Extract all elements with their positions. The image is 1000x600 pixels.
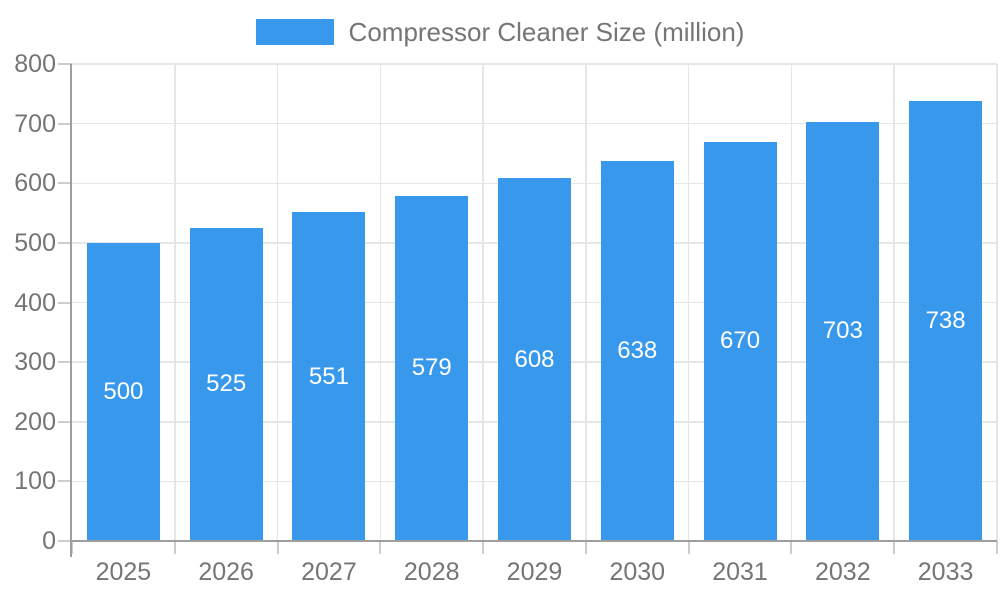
x-axis-tick (276, 541, 279, 554)
y-axis-label: 800 (14, 50, 56, 78)
bar-2027[interactable] (292, 212, 366, 541)
bar-value-label: 638 (617, 336, 658, 364)
y-gridline (72, 122, 997, 125)
x-gridline (893, 64, 895, 541)
x-axis-label: 2025 (95, 558, 152, 586)
x-axis-label: 2033 (917, 558, 974, 586)
y-axis-tick (58, 122, 72, 125)
x-gridline (790, 64, 793, 541)
y-axis-label: 500 (14, 228, 56, 257)
y-axis-label: 200 (14, 407, 56, 436)
bar-value-label: 738 (925, 306, 966, 334)
bar-2025[interactable] (86, 242, 160, 541)
bar-value-label: 500 (103, 377, 144, 405)
legend-item[interactable]: Compressor Cleaner Size (million) (255, 17, 745, 47)
y-axis-label: 400 (14, 288, 56, 317)
y-axis-label: 700 (14, 109, 56, 138)
bar-value-label: 579 (411, 354, 452, 382)
y-axis-tick (58, 361, 72, 364)
y-axis-tick (58, 182, 72, 185)
bar-2030[interactable] (600, 160, 674, 541)
x-gridline (996, 64, 998, 541)
x-gridline (174, 64, 176, 541)
x-axis-tick (482, 541, 485, 554)
x-gridline (585, 64, 587, 541)
x-gridline (379, 64, 382, 541)
y-axis-label: 300 (14, 348, 56, 377)
bar-2031[interactable] (703, 141, 777, 541)
x-axis-tick (687, 541, 690, 554)
bar-2026[interactable] (189, 227, 263, 541)
x-axis-label: 2027 (301, 558, 357, 586)
y-axis-tick (58, 301, 72, 304)
y-axis-label: 100 (14, 467, 56, 496)
x-axis-label: 2026 (198, 558, 254, 586)
x-axis-tick (893, 541, 896, 554)
y-axis-label: 0 (42, 527, 56, 555)
bar-2029[interactable] (498, 178, 571, 541)
x-axis-label: 2030 (609, 558, 666, 586)
y-axis-tick (58, 241, 72, 244)
bar-value-label: 670 (720, 327, 761, 355)
legend-swatch-icon (255, 19, 334, 45)
y-axis-line (70, 64, 72, 557)
bar-value-label: 703 (822, 317, 863, 345)
bar-value-label: 525 (206, 370, 247, 398)
bar-value-label: 608 (514, 345, 555, 373)
bar-2032[interactable] (806, 121, 880, 541)
y-axis-tick (58, 63, 72, 65)
y-axis-label: 600 (14, 169, 56, 198)
x-axis-tick (71, 541, 73, 554)
x-axis-tick (790, 541, 793, 554)
legend: Compressor Cleaner Size (million) (0, 19, 1000, 45)
x-gridline (482, 64, 484, 541)
x-axis-line (70, 540, 997, 542)
y-gridline (72, 63, 997, 65)
x-axis-tick (996, 541, 998, 554)
x-gridline (276, 64, 279, 541)
x-axis-tick (584, 541, 587, 554)
x-axis-tick (173, 541, 176, 554)
bar-2033[interactable] (909, 100, 983, 541)
y-axis-tick (58, 420, 72, 423)
x-axis-tick (379, 541, 382, 554)
x-axis-label: 2031 (712, 558, 768, 586)
bar-2028[interactable] (395, 195, 469, 541)
x-axis-label: 2028 (403, 558, 460, 586)
y-axis-tick (58, 540, 72, 542)
bar-value-label: 551 (308, 362, 349, 390)
y-axis-tick (58, 480, 72, 483)
x-axis-label: 2032 (815, 558, 871, 586)
legend-label: Compressor Cleaner Size (million) (348, 17, 745, 47)
x-axis-label: 2029 (506, 558, 563, 586)
x-gridline (687, 64, 690, 541)
